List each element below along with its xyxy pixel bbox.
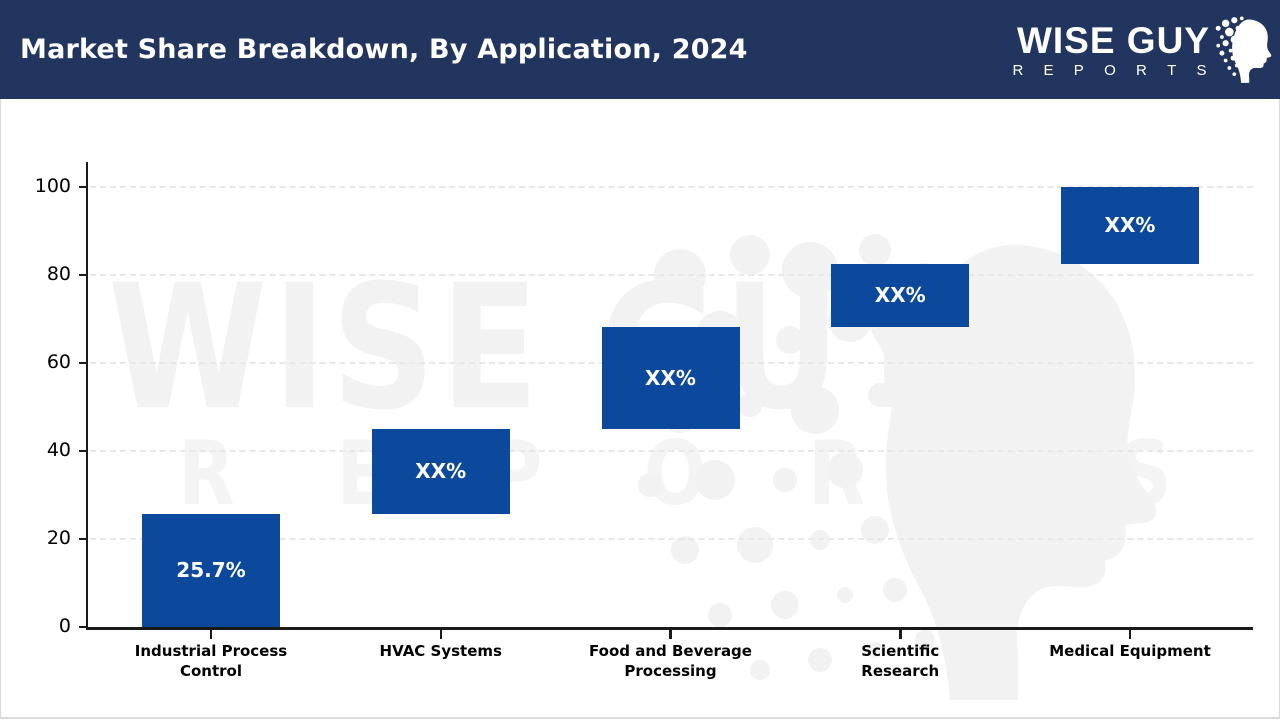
bar-value-label: XX% [645, 365, 696, 390]
bar-segment: 25.7% [142, 513, 280, 627]
bar-value-label: 25.7% [176, 558, 246, 583]
category-label: Industrial Process Control [134, 642, 288, 681]
logo-wiseguy-text: WISE GUY [1016, 19, 1210, 61]
y-tick-label-0: 0 [58, 615, 71, 637]
y-tick-label-20: 20 [46, 527, 71, 549]
category-label: Medical Equipment [1049, 642, 1211, 660]
y-tick-60 [79, 361, 88, 365]
logo-face-icon [1215, 16, 1272, 83]
y-tick-label-100: 100 [34, 175, 71, 197]
y-tick-80 [79, 273, 88, 277]
x-tick [669, 629, 672, 639]
watermark-face-icon [638, 234, 1157, 700]
gridline-80 [90, 274, 1253, 276]
category-label: Scientific Research [861, 642, 940, 681]
bar-segment: XX% [601, 326, 740, 429]
category-label: Food and Beverage Processing [589, 642, 752, 681]
x-tick [1128, 629, 1132, 639]
category-label: HVAC Systems [379, 642, 502, 660]
y-axis-line [85, 162, 88, 630]
bar-segment: XX% [371, 429, 510, 514]
bar-value-label: XX% [874, 283, 926, 308]
x-axis-line [85, 627, 1253, 630]
brand-logo-text: WISE GUY R E P O R T S [1012, 22, 1210, 79]
page-title: Market Share Breakdown, By Application, … [20, 34, 748, 65]
logo-reports-text: R E P O R T S [1012, 61, 1216, 79]
bar-value-label: XX% [415, 459, 467, 484]
x-tick [209, 629, 213, 639]
y-tick-label-40: 40 [46, 439, 71, 461]
gridline-100 [90, 186, 1253, 188]
bar-segment: XX% [831, 263, 970, 327]
y-tick-100 [79, 185, 88, 189]
bar-segment: XX% [1061, 187, 1199, 264]
y-tick-40 [79, 449, 88, 453]
bar-value-label: XX% [1104, 213, 1156, 238]
y-tick-20 [79, 537, 88, 541]
gridline-20 [90, 538, 1253, 540]
y-tick-0 [79, 625, 88, 629]
x-tick [439, 629, 442, 639]
header-bar: Market Share Breakdown, By Application, … [0, 0, 1280, 99]
x-tick [899, 629, 902, 639]
gridline-40 [90, 450, 1253, 452]
y-tick-label-80: 80 [46, 263, 71, 285]
y-tick-label-60: 60 [46, 351, 71, 373]
brand-logo: WISE GUY R E P O R T S [1012, 7, 1274, 93]
